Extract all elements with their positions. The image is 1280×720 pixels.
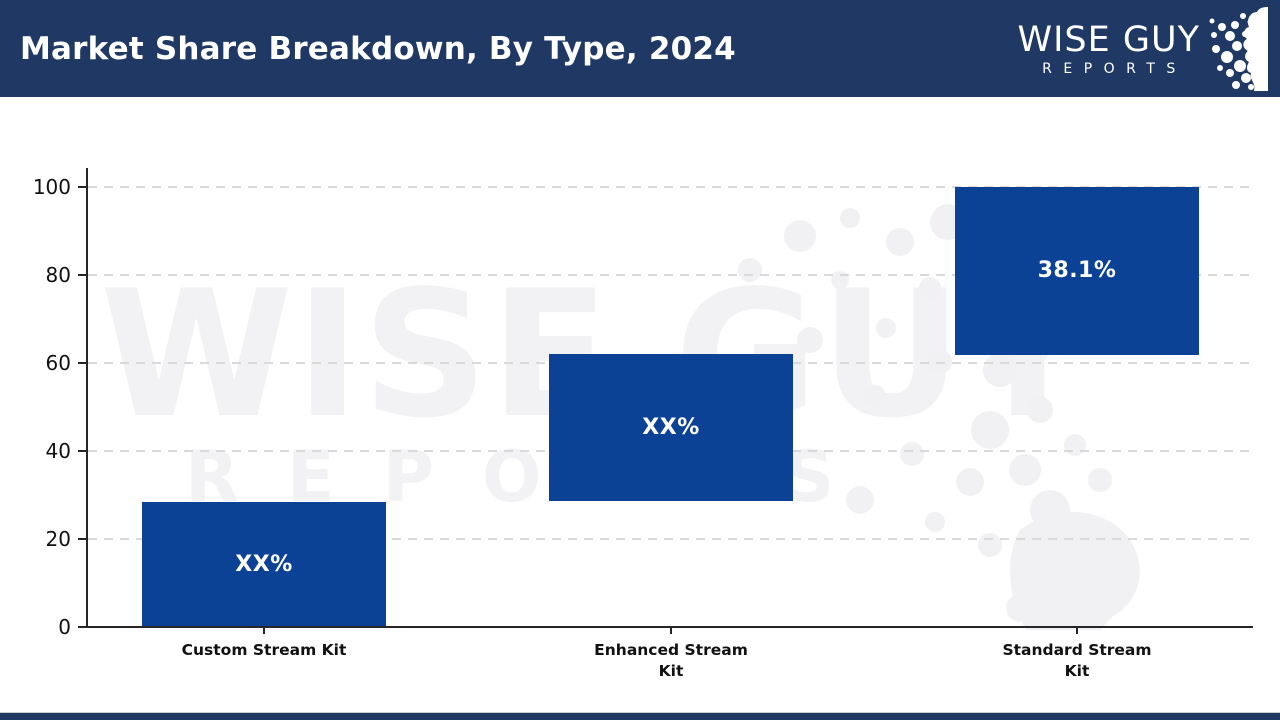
y-tick-label-20: 20 xyxy=(45,527,71,551)
gridline-20 xyxy=(88,538,1253,540)
footer-hairline xyxy=(0,712,1280,713)
x-tick-0 xyxy=(263,627,265,634)
bar-value-label: 38.1% xyxy=(1037,258,1117,284)
logo-text: WISE GUY REPORTS xyxy=(1017,21,1200,77)
y-tick-label-80: 80 xyxy=(45,263,71,287)
y-tick-100 xyxy=(78,186,86,188)
bar-custom-stream-kit: XX% xyxy=(142,501,386,627)
logo-subname: REPORTS xyxy=(1042,61,1187,77)
y-tick-40 xyxy=(78,450,86,452)
logo-face-icon xyxy=(1209,7,1268,91)
y-tick-label-60: 60 xyxy=(45,351,71,375)
y-tick-label-100: 100 xyxy=(32,175,71,199)
y-tick-20 xyxy=(78,538,86,540)
footer-bar xyxy=(0,713,1280,720)
bar-enhanced-stream-kit: XX% xyxy=(549,354,793,502)
x-category-label-custom-stream-kit: Custom Stream Kit xyxy=(181,641,347,659)
x-category-label-enhanced-stream-kit: Enhanced Stream Kit xyxy=(594,641,748,680)
x-axis-line xyxy=(86,626,1253,628)
y-tick-label-0: 0 xyxy=(58,615,71,639)
y-tick-80 xyxy=(78,274,86,276)
x-category-label-standard-stream-kit: Standard Stream Kit xyxy=(1002,641,1152,680)
y-axis-line xyxy=(86,168,88,628)
wiseguy-logo: WISE GUY REPORTS xyxy=(1017,6,1268,92)
bar-value-label: XX% xyxy=(642,415,700,441)
bar-standard-stream-kit: 38.1% xyxy=(955,187,1199,355)
y-tick-label-40: 40 xyxy=(45,439,71,463)
x-tick-2 xyxy=(1076,627,1078,634)
gridline-80 xyxy=(88,274,1253,276)
page-title: Market Share Breakdown, By Type, 2024 xyxy=(20,30,736,67)
logo-name: WISE GUY xyxy=(1017,20,1200,60)
y-tick-0 xyxy=(78,626,86,628)
gridline-100 xyxy=(88,186,1253,188)
y-tick-60 xyxy=(78,362,86,364)
header-bar: Market Share Breakdown, By Type, 2024 WI… xyxy=(0,0,1280,97)
bar-value-label: XX% xyxy=(235,551,293,577)
x-tick-1 xyxy=(670,627,672,634)
